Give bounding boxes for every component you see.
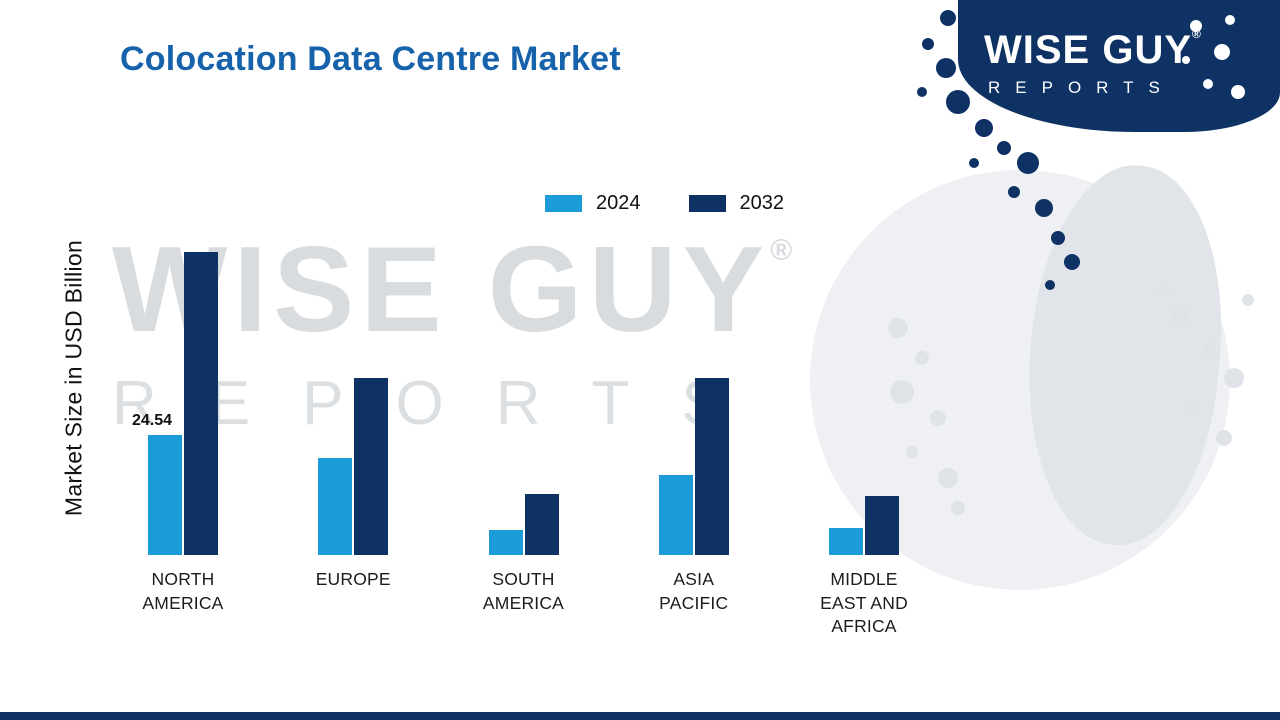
decor-dot (917, 87, 927, 97)
bar-2032-2 (524, 494, 559, 555)
bar-2024-4 (829, 528, 863, 555)
decor-dot (1216, 430, 1232, 446)
decor-dot (1231, 85, 1245, 99)
decor-dot (946, 90, 970, 114)
decor-dot (1171, 309, 1189, 327)
decor-dot (1159, 285, 1169, 295)
legend-label-2032: 2032 (739, 192, 785, 214)
decor-dot (1214, 44, 1230, 60)
legend-label-2024: 2024 (596, 192, 641, 214)
bar-2024-3 (658, 475, 693, 555)
decor-dot (888, 318, 908, 338)
bar-group: ASIA PACIFIC (658, 250, 729, 613)
decor-dot (890, 380, 914, 404)
decor-dot (1017, 152, 1039, 174)
category-label: NORTH AMERICA (142, 569, 224, 613)
bar-2032-3 (694, 378, 729, 555)
legend-swatch-2024 (545, 195, 582, 212)
bar-group: MIDDLE EAST AND AFRICA (820, 250, 908, 636)
decor-dot (1064, 254, 1080, 270)
decor-dot (969, 158, 979, 168)
decor-dot (922, 38, 934, 50)
decor-dot (906, 446, 918, 458)
watermark-wordmark: WISE GUY® (112, 221, 799, 357)
bar-2024-2 (488, 530, 523, 555)
bar-group: SOUTH AMERICA (483, 250, 564, 613)
registered-mark-icon: ® (1192, 27, 1202, 41)
bar-2024-0 (148, 435, 182, 555)
decor-dot (1203, 79, 1213, 89)
decor-dot (1051, 231, 1065, 245)
legend-item-2032: 2032 (688, 192, 785, 215)
category-label: EUROPE (315, 569, 391, 589)
decor-dot (1182, 56, 1190, 64)
category-label: MIDDLE EAST AND AFRICA (820, 569, 908, 637)
bar-value-label: 24.54 (132, 412, 173, 429)
decor-dot (936, 58, 956, 78)
bar-2032-4 (865, 496, 899, 555)
registered-mark-icon: ® (770, 234, 799, 267)
y-axis-label: Market Size in USD Billion (60, 239, 87, 517)
category-label: ASIA PACIFIC (659, 569, 729, 613)
decor-dot (951, 501, 965, 515)
decor-dot (997, 141, 1011, 155)
bar-2024-1 (318, 458, 353, 555)
bar-chart: 24.54 NORTH AMERICA EUROPE SOUTH AMERICA ASI… (132, 250, 908, 636)
decor-dot (930, 410, 946, 426)
decor-dot (975, 119, 993, 137)
decor-dot (1190, 20, 1202, 32)
decor-dot (1045, 280, 1055, 290)
decor-dot (938, 468, 958, 488)
legend: 2024 2032 (545, 192, 784, 215)
decor-dot (1242, 294, 1254, 306)
bar-2032-0 (184, 252, 218, 555)
decor-dot (1187, 401, 1201, 415)
category-label: SOUTH AMERICA (482, 569, 565, 613)
decor-dot (1224, 368, 1244, 388)
page-title: Colocation Data Centre Market (120, 40, 621, 78)
decor-dot (1008, 186, 1020, 198)
decor-dot (940, 10, 956, 26)
decor-dot (915, 351, 929, 365)
legend-item-2024: 2024 (545, 192, 641, 215)
decor-dot (1225, 15, 1235, 25)
decor-dot (1035, 199, 1053, 217)
bar-group: EUROPE (316, 250, 391, 589)
decor-dot (1204, 342, 1216, 354)
legend-swatch-2032 (688, 195, 726, 212)
bar-group: 24.54 NORTH AMERICA (132, 250, 223, 613)
bottom-strip (0, 712, 1280, 720)
bar-2032-1 (354, 378, 389, 555)
logo-subtitle: REPORTS (988, 78, 1175, 97)
logo-wordmark: WISE GUY® (984, 27, 1202, 72)
